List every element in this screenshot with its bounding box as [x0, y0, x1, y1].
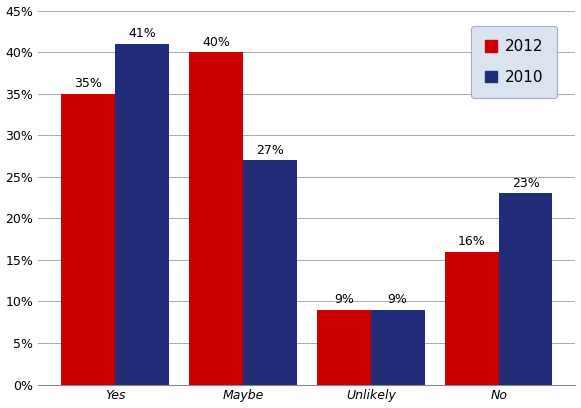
Text: 9%: 9% [334, 293, 354, 306]
Legend: 2012, 2010: 2012, 2010 [471, 26, 557, 98]
Text: 23%: 23% [512, 177, 539, 190]
Text: 35%: 35% [74, 78, 102, 90]
Text: 27%: 27% [256, 144, 284, 157]
Bar [189, 52, 243, 385]
Bar [445, 252, 498, 385]
Bar [498, 193, 553, 385]
Text: 41%: 41% [128, 27, 156, 40]
Bar [371, 310, 425, 385]
Text: 9%: 9% [388, 293, 408, 306]
Bar [317, 310, 371, 385]
Bar [243, 160, 297, 385]
Text: 16%: 16% [458, 235, 486, 248]
Bar [115, 44, 168, 385]
Bar [62, 94, 115, 385]
Text: 40%: 40% [202, 36, 230, 49]
